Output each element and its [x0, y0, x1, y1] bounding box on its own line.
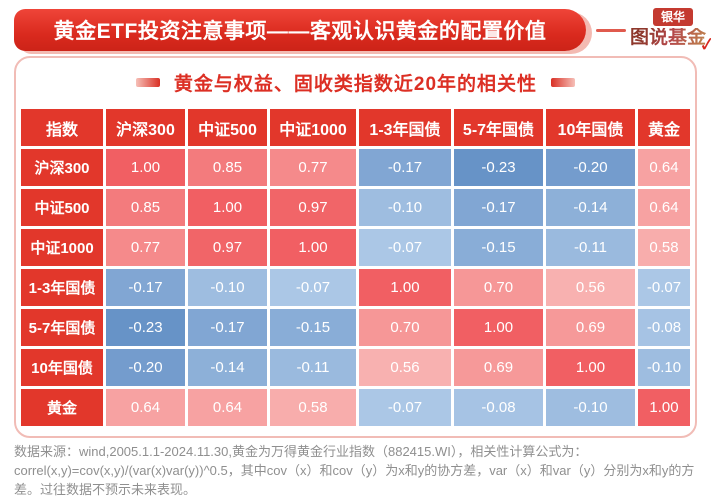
value-cell: -0.17: [359, 149, 451, 186]
value-cell: 1.00: [270, 229, 356, 266]
value-cell: -0.14: [546, 189, 635, 226]
value-cell: 0.85: [106, 189, 185, 226]
subtitle-dash-icon: [135, 78, 160, 87]
page-title-banner: 黄金ETF投资注意事项——客观认识黄金的配置价值: [14, 9, 586, 51]
value-cell: 1.00: [454, 309, 543, 346]
value-cell: -0.10: [359, 189, 451, 226]
value-cell: -0.15: [270, 309, 356, 346]
value-cell: 1.00: [359, 269, 451, 306]
value-cell: 0.56: [546, 269, 635, 306]
chart-subtitle: 黄金与权益、固收类指数近20年的相关性: [173, 74, 538, 95]
value-cell: 0.64: [106, 389, 185, 426]
row-label-cell: 5-7年国债: [21, 309, 103, 346]
checkmark-icon: ✓: [698, 33, 711, 57]
value-cell: -0.15: [454, 229, 543, 266]
value-cell: 0.58: [638, 229, 690, 266]
page-title: 黄金ETF投资注意事项——客观认识黄金的配置价值: [53, 20, 547, 43]
correlation-heatmap-table: 指数 沪深300 中证500 中证1000 1-3年国债 5-7年国债 10年国债 黄金 沪深3…: [21, 109, 690, 426]
value-cell: -0.17: [188, 309, 267, 346]
row-label-cell: 1-3年国债: [21, 269, 103, 306]
value-cell: 0.58: [270, 389, 356, 426]
column-header-cell: 1-3年国债: [359, 109, 451, 146]
row-label-cell: 沪深300: [21, 149, 103, 186]
banner-connector-line: [596, 29, 626, 32]
row-label-cell: 10年国债: [21, 349, 103, 386]
value-cell: 0.85: [188, 149, 267, 186]
value-cell: 0.70: [359, 309, 451, 346]
value-cell: -0.17: [106, 269, 185, 306]
data-source-note: 数据来源：wind,2005.1.1-2024.11.30,黄金为万得黄金行业指…: [14, 444, 695, 497]
column-header-cell: 中证500: [188, 109, 267, 146]
subtitle-dash-icon: [551, 78, 576, 87]
value-cell: 0.64: [188, 389, 267, 426]
value-cell: 1.00: [546, 349, 635, 386]
column-header-cell: 沪深300: [106, 109, 185, 146]
column-header-cell: 5-7年国债: [454, 109, 543, 146]
value-cell: 1.00: [106, 149, 185, 186]
value-cell: 0.77: [270, 149, 356, 186]
value-cell: 0.70: [454, 269, 543, 306]
value-cell: 1.00: [638, 389, 690, 426]
value-cell: -0.08: [454, 389, 543, 426]
value-cell: 1.00: [188, 189, 267, 226]
value-cell: -0.07: [359, 229, 451, 266]
column-header-cell: 黄金: [638, 109, 690, 146]
corner-header-cell: 指数: [21, 109, 103, 146]
value-cell: -0.08: [638, 309, 690, 346]
brand-logo: 银华 图说基金 ✓: [628, 8, 711, 57]
value-cell: -0.10: [546, 389, 635, 426]
value-cell: -0.10: [638, 349, 690, 386]
column-header-cell: 10年国债: [546, 109, 635, 146]
value-cell: 0.64: [638, 149, 690, 186]
row-label-cell: 中证500: [21, 189, 103, 226]
brand-name-badge: 银华: [652, 8, 693, 26]
value-cell: 0.69: [454, 349, 543, 386]
value-cell: 0.69: [546, 309, 635, 346]
value-cell: -0.20: [546, 149, 635, 186]
brand-series-label: 图说基金: [629, 27, 706, 48]
value-cell: 0.97: [270, 189, 356, 226]
chart-subtitle-row: 黄金与权益、固收类指数近20年的相关性: [16, 69, 695, 96]
value-cell: -0.10: [188, 269, 267, 306]
value-cell: -0.07: [270, 269, 356, 306]
value-cell: 0.97: [188, 229, 267, 266]
value-cell: -0.23: [454, 149, 543, 186]
value-cell: -0.23: [106, 309, 185, 346]
row-label-cell: 黄金: [21, 389, 103, 426]
value-cell: -0.17: [454, 189, 543, 226]
value-cell: -0.11: [270, 349, 356, 386]
value-cell: -0.07: [638, 269, 690, 306]
value-cell: -0.07: [359, 389, 451, 426]
value-cell: -0.11: [546, 229, 635, 266]
row-label-cell: 中证1000: [21, 229, 103, 266]
value-cell: -0.20: [106, 349, 185, 386]
value-cell: 0.77: [106, 229, 185, 266]
column-header-cell: 中证1000: [270, 109, 356, 146]
value-cell: 0.64: [638, 189, 690, 226]
value-cell: -0.14: [188, 349, 267, 386]
value-cell: 0.56: [359, 349, 451, 386]
chart-panel: 黄金与权益、固收类指数近20年的相关性 指数 沪深300 中证500 中证1000 1-…: [14, 56, 697, 438]
